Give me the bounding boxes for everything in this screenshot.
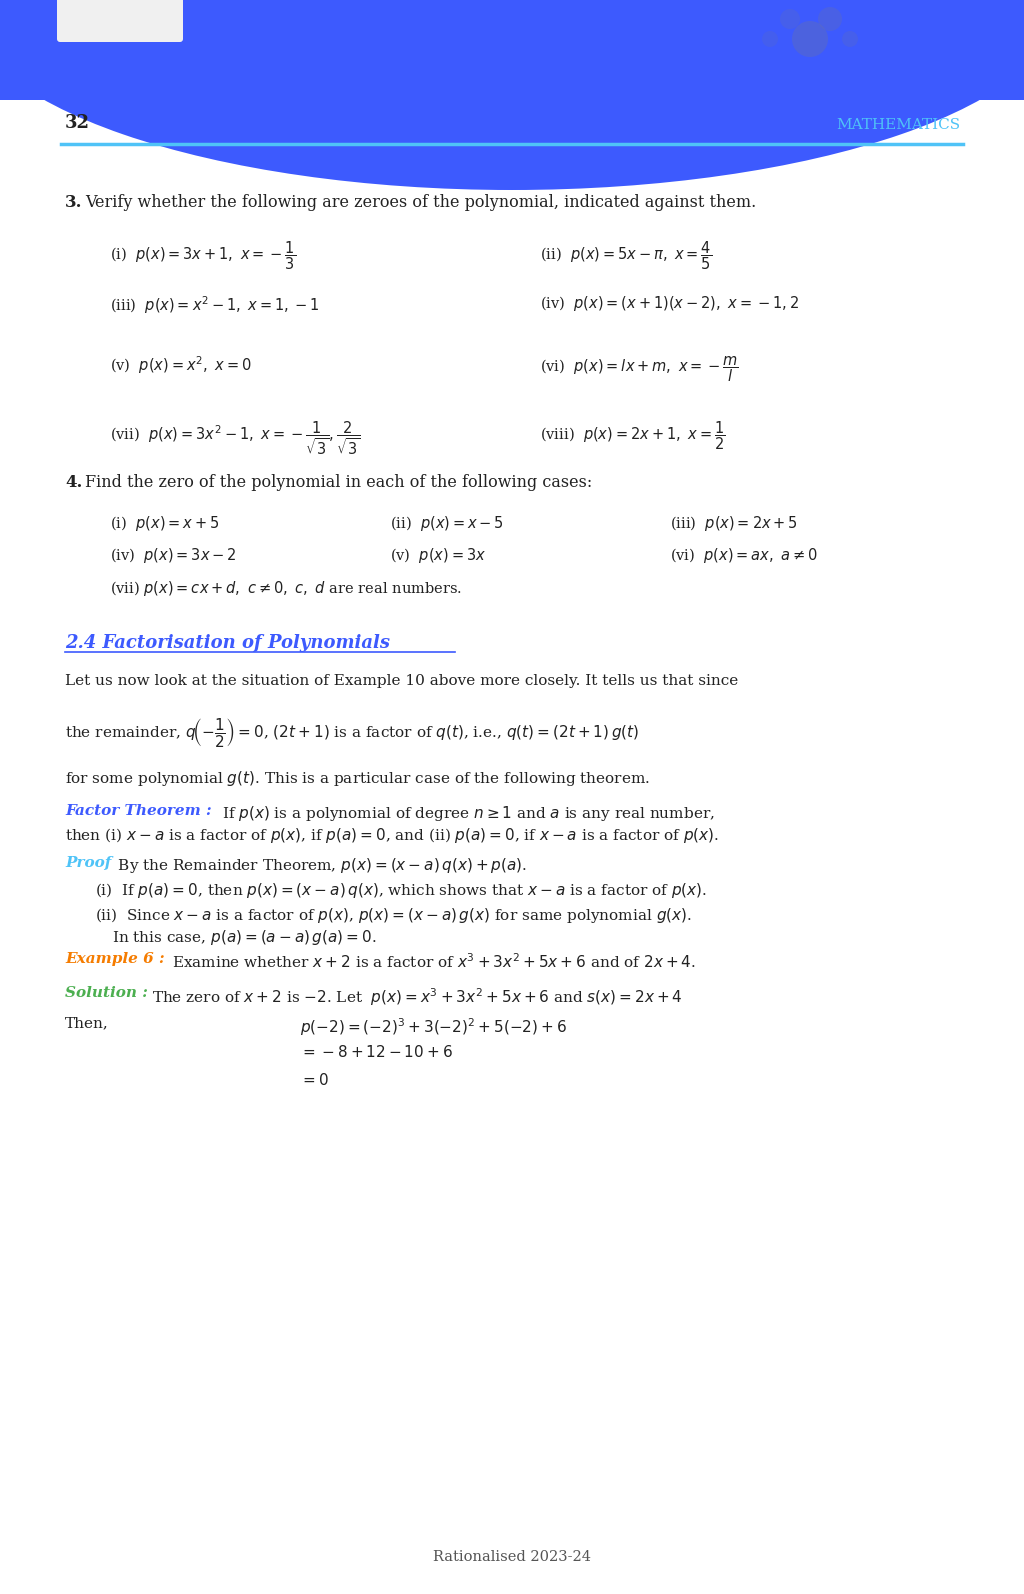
Text: (iv)  $p(x) = (x+1)(x-2),\ x = -1, 2$: (iv) $p(x) = (x+1)(x-2),\ x = -1, 2$ <box>540 293 799 312</box>
Text: (iii)  $p(x) = x^2 - 1,\ x = 1, -1$: (iii) $p(x) = x^2 - 1,\ x = 1, -1$ <box>110 293 319 316</box>
Text: (i)  $p(x) = 3x + 1,\ x = -\dfrac{1}{3}$: (i) $p(x) = 3x + 1,\ x = -\dfrac{1}{3}$ <box>110 239 296 271</box>
Text: (vi)  $p(x) = ax,\ a \neq 0$: (vi) $p(x) = ax,\ a \neq 0$ <box>670 547 818 564</box>
Text: 2.4 Factorisation of Polynomials: 2.4 Factorisation of Polynomials <box>65 634 390 652</box>
Text: In this case, $p(a) = (a - a)\, g(a) = 0$.: In this case, $p(a) = (a - a)\, g(a) = 0… <box>112 928 377 947</box>
Text: (vii) $p(x) = cx + d,\ c \neq 0,\ c,\ d$ are real numbers.: (vii) $p(x) = cx + d,\ c \neq 0,\ c,\ d$… <box>110 579 462 598</box>
FancyBboxPatch shape <box>57 0 183 41</box>
FancyBboxPatch shape <box>0 0 1024 100</box>
Text: By the Remainder Theorem, $p(x) = (x - a)\, q(x) + p(a)$.: By the Remainder Theorem, $p(x) = (x - a… <box>113 856 527 875</box>
Text: 4.: 4. <box>65 473 82 491</box>
Text: Solution :: Solution : <box>65 987 154 999</box>
Text: (iii)  $p(x) = 2x + 5$: (iii) $p(x) = 2x + 5$ <box>670 513 798 532</box>
Text: (v)  $p(x) = 3x$: (v) $p(x) = 3x$ <box>390 547 486 564</box>
Circle shape <box>762 30 778 46</box>
Text: (ii)  $p(x) = 5x - \pi,\ x = \dfrac{4}{5}$: (ii) $p(x) = 5x - \pi,\ x = \dfrac{4}{5}… <box>540 239 713 271</box>
Text: Examine whether $x + 2$ is a factor of $x^3 + 3x^2 + 5x + 6$ and of $2x + 4$.: Examine whether $x + 2$ is a factor of $… <box>172 952 696 971</box>
Text: The zero of $x + 2$ is $-2$. Let  $p(x) = x^3 + 3x^2 + 5x + 6$ and $s(x) = 2x + : The zero of $x + 2$ is $-2$. Let $p(x) =… <box>152 987 683 1007</box>
Circle shape <box>780 10 800 29</box>
Circle shape <box>818 6 842 30</box>
Text: for some polynomial $g(t)$. This is a particular case of the following theorem.: for some polynomial $g(t)$. This is a pa… <box>65 768 650 787</box>
Text: then (i) $x - a$ is a factor of $p(x)$, if $p(a) = 0$, and (ii) $p(a) = 0$, if $: then (i) $x - a$ is a factor of $p(x)$, … <box>65 826 719 845</box>
Text: Example 6 :: Example 6 : <box>65 952 170 966</box>
Circle shape <box>842 30 858 46</box>
Text: $= -8 + 12 - 10 + 6$: $= -8 + 12 - 10 + 6$ <box>300 1044 453 1060</box>
Text: the remainder, $q\!\left(-\dfrac{1}{2}\right) = 0$, $(2t + 1)$ is a factor of $q: the remainder, $q\!\left(-\dfrac{1}{2}\r… <box>65 716 639 749</box>
Text: Let us now look at the situation of Example 10 above more closely. It tells us t: Let us now look at the situation of Exam… <box>65 674 738 689</box>
Circle shape <box>792 21 828 57</box>
Text: (vi)  $p(x) = lx + m,\ x = -\dfrac{m}{l}$: (vi) $p(x) = lx + m,\ x = -\dfrac{m}{l}$ <box>540 354 739 384</box>
Text: (viii)  $p(x) = 2x + 1,\ x = \dfrac{1}{2}$: (viii) $p(x) = 2x + 1,\ x = \dfrac{1}{2}… <box>540 419 726 451</box>
Text: Proof: Proof <box>65 856 112 870</box>
Text: Find the zero of the polynomial in each of the following cases:: Find the zero of the polynomial in each … <box>85 473 592 491</box>
Text: (ii)  Since $x - a$ is a factor of $p(x)$, $p(x) = (x - a)\, g(x)$ for same poly: (ii) Since $x - a$ is a factor of $p(x)$… <box>95 905 692 925</box>
Text: (v)  $p(x) = x^2,\ x = 0$: (v) $p(x) = x^2,\ x = 0$ <box>110 354 252 376</box>
Text: (i)  $p(x) = x + 5$: (i) $p(x) = x + 5$ <box>110 513 219 532</box>
Text: MATHEMATICS: MATHEMATICS <box>836 118 961 132</box>
Text: If $p(x)$ is a polynomial of degree $n \geq 1$ and $a$ is any real number,: If $p(x)$ is a polynomial of degree $n \… <box>222 803 715 823</box>
Ellipse shape <box>0 0 1024 190</box>
Text: Factor Theorem :: Factor Theorem : <box>65 803 217 818</box>
Text: Verify whether the following are zeroes of the polynomial, indicated against the: Verify whether the following are zeroes … <box>85 194 757 210</box>
Text: $p(-2) = (-2)^3 + 3(-2)^2 + 5(-2) + 6$: $p(-2) = (-2)^3 + 3(-2)^2 + 5(-2) + 6$ <box>300 1015 567 1038</box>
Text: Rationalised 2023-24: Rationalised 2023-24 <box>433 1549 591 1564</box>
Text: $= 0$: $= 0$ <box>300 1073 330 1089</box>
Text: 32: 32 <box>65 115 90 132</box>
Text: (i)  If $p(a) = 0$, then $p(x) = (x - a)\, q(x)$, which shows that $x - a$ is a : (i) If $p(a) = 0$, then $p(x) = (x - a)\… <box>95 881 708 901</box>
Text: (iv)  $p(x) = 3x - 2$: (iv) $p(x) = 3x - 2$ <box>110 547 237 564</box>
Text: 3.: 3. <box>65 194 83 210</box>
Text: (vii)  $p(x) = 3x^2 - 1,\ x = -\dfrac{1}{\sqrt{3}}, \dfrac{2}{\sqrt{3}}$: (vii) $p(x) = 3x^2 - 1,\ x = -\dfrac{1}{… <box>110 419 360 456</box>
Text: Then,: Then, <box>65 1015 109 1030</box>
Text: (ii)  $p(x) = x - 5$: (ii) $p(x) = x - 5$ <box>390 513 504 532</box>
